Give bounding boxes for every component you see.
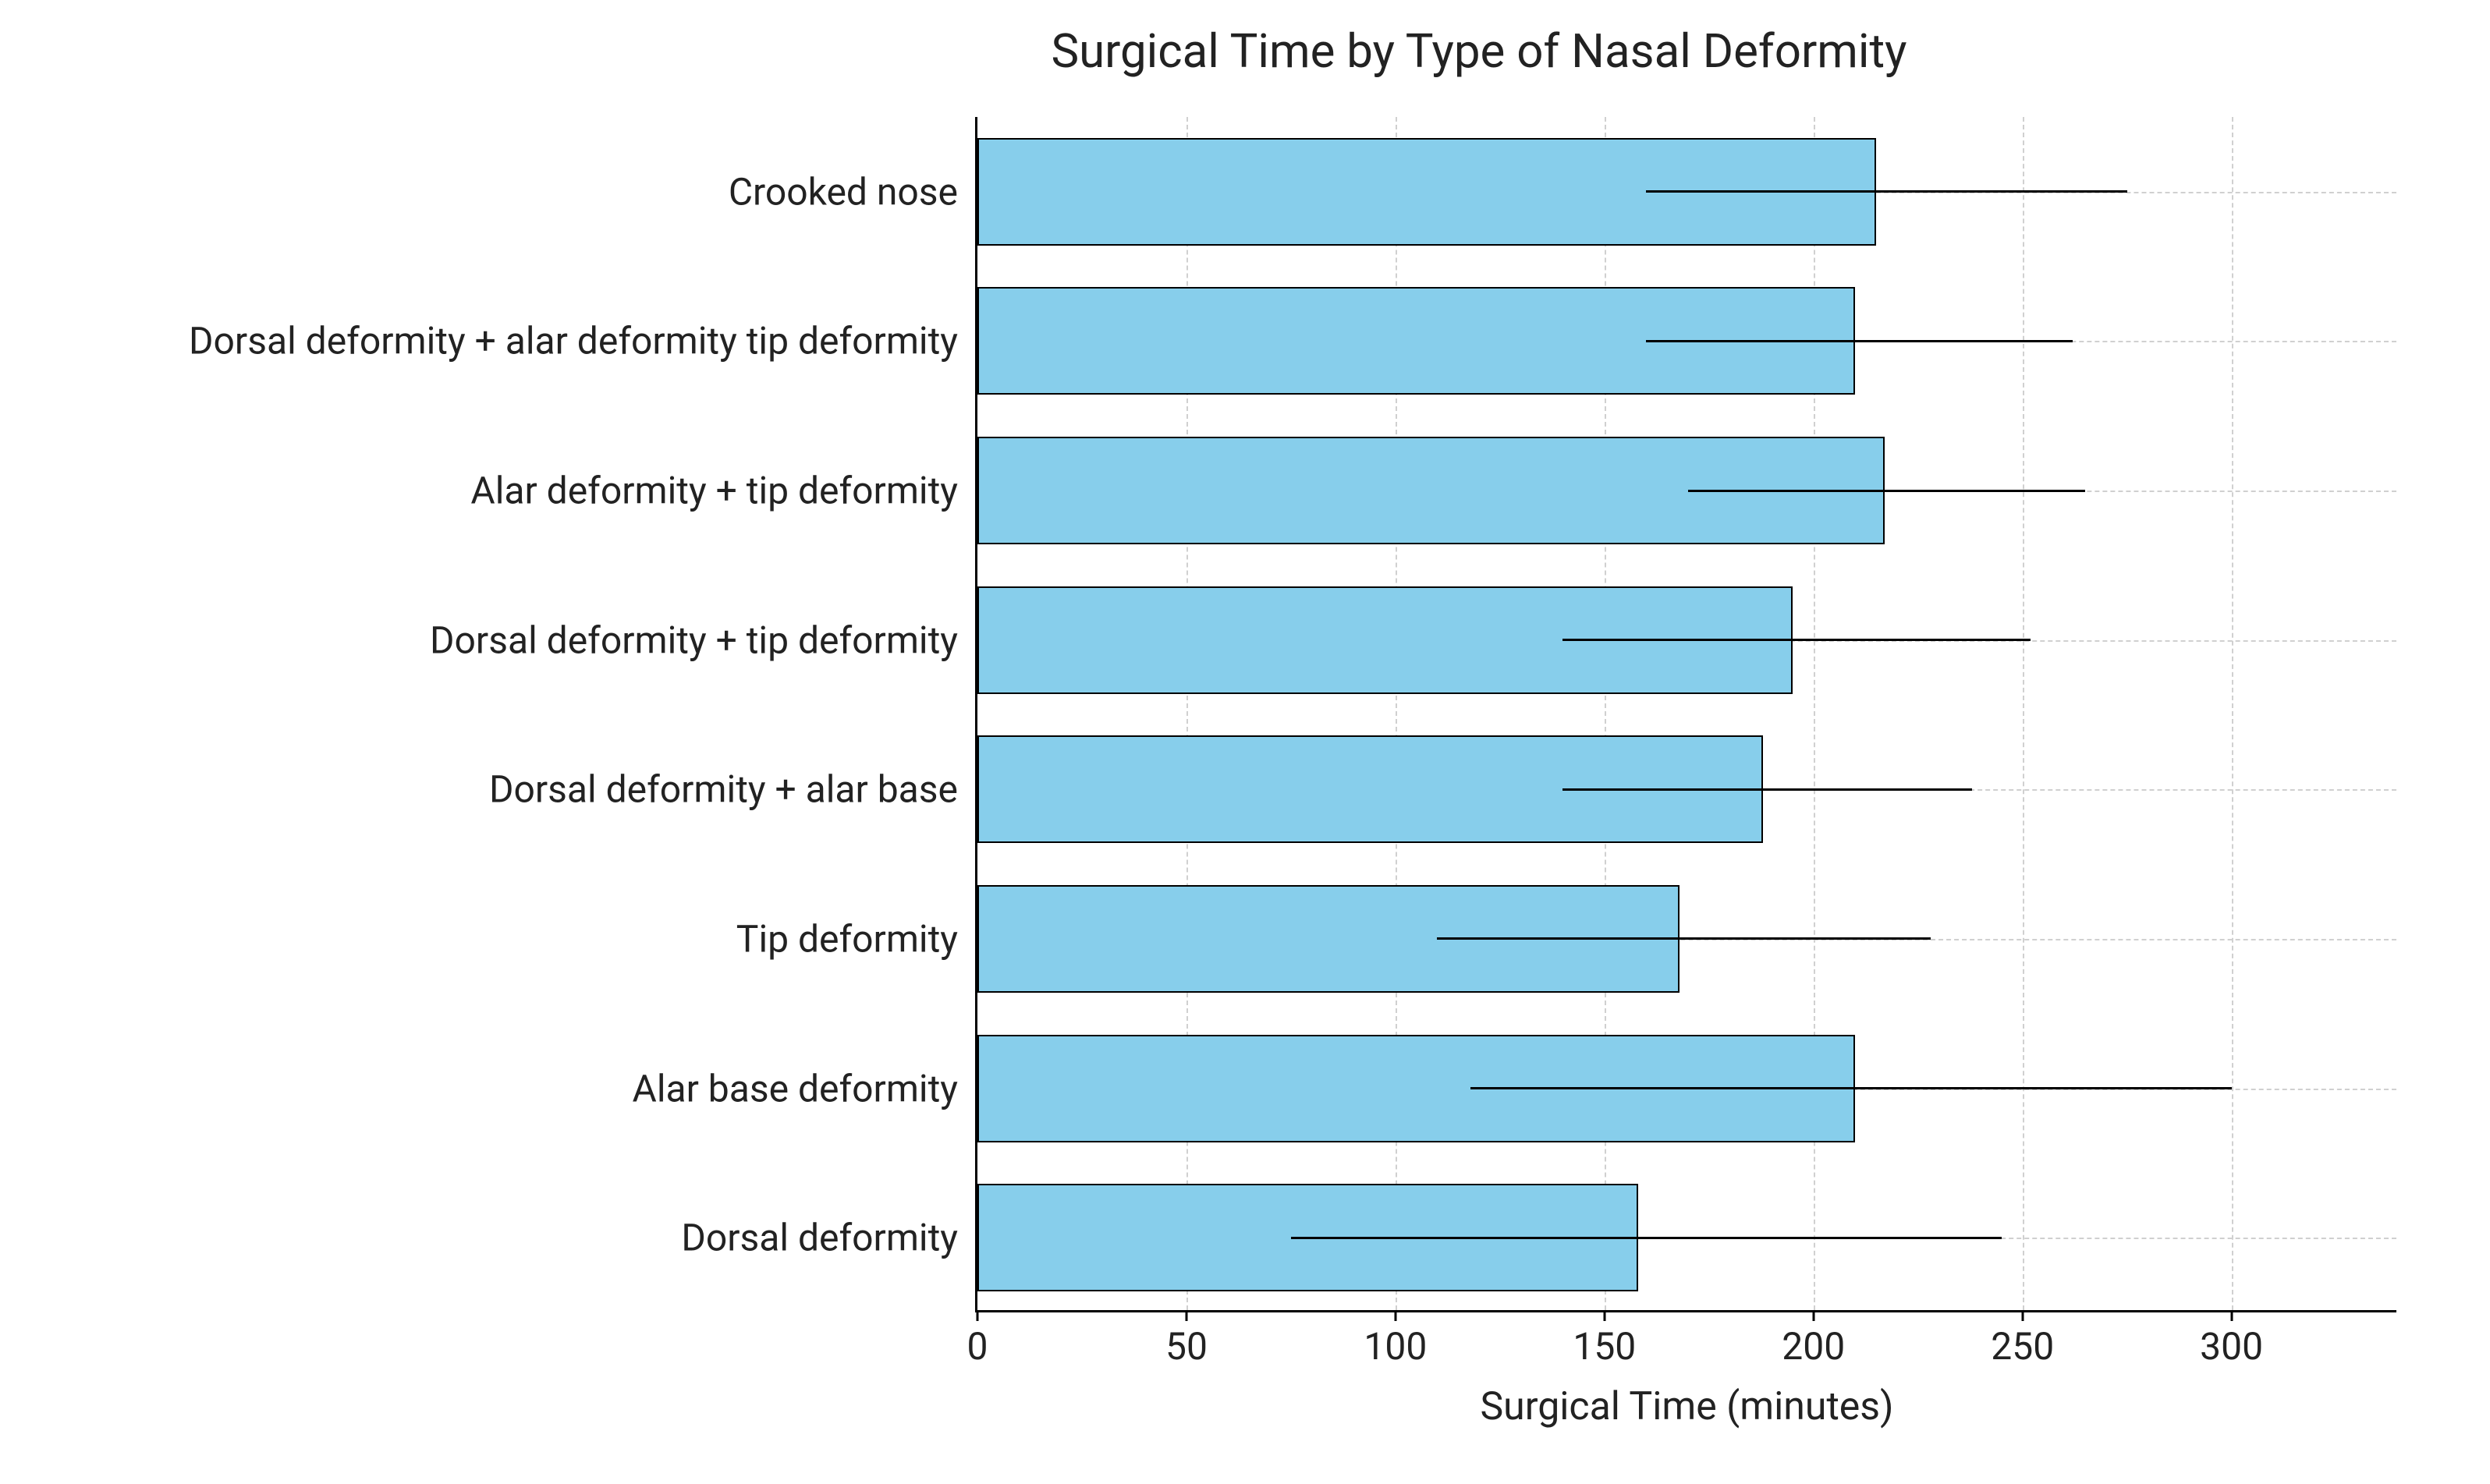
error-bar <box>1562 639 2031 641</box>
error-bar <box>1688 490 2085 492</box>
x-tick-label: 50 <box>1165 1310 1208 1369</box>
error-bar <box>1562 788 1972 791</box>
chart-title: Surgical Time by Type of Nasal Deformity <box>0 23 2490 79</box>
x-tick-label: 250 <box>1991 1310 2054 1369</box>
category-label: Crooked nose <box>729 169 977 214</box>
x-tick-label: 200 <box>1782 1310 1845 1369</box>
category-label: Dorsal deformity + alar deformity tip de… <box>189 319 977 363</box>
error-bar <box>1437 937 1930 940</box>
category-label: Alar deformity + tip deformity <box>470 469 977 513</box>
x-tick-label: 150 <box>1573 1310 1636 1369</box>
gridline-vertical <box>2023 117 2024 1310</box>
error-bar <box>1646 190 2126 193</box>
error-bar <box>1646 340 2073 342</box>
category-label: Alar base deformity <box>633 1066 978 1110</box>
error-bar <box>1291 1237 2002 1239</box>
x-tick-label: 100 <box>1364 1310 1427 1369</box>
x-tick-label: 300 <box>2200 1310 2263 1369</box>
category-label: Tip deformity <box>736 916 977 961</box>
category-label: Dorsal deformity <box>681 1216 977 1260</box>
category-label: Dorsal deformity + tip deformity <box>430 618 977 662</box>
category-label: Dorsal deformity + alar base <box>489 767 977 812</box>
chart-container: Surgical Time by Type of Nasal Deformity… <box>0 0 2490 1484</box>
x-tick-label: 0 <box>967 1310 988 1369</box>
gridline-vertical <box>2232 117 2233 1310</box>
plot-area: Surgical Time (minutes) 0501001502002503… <box>975 117 2396 1312</box>
error-bar <box>1470 1087 2231 1089</box>
